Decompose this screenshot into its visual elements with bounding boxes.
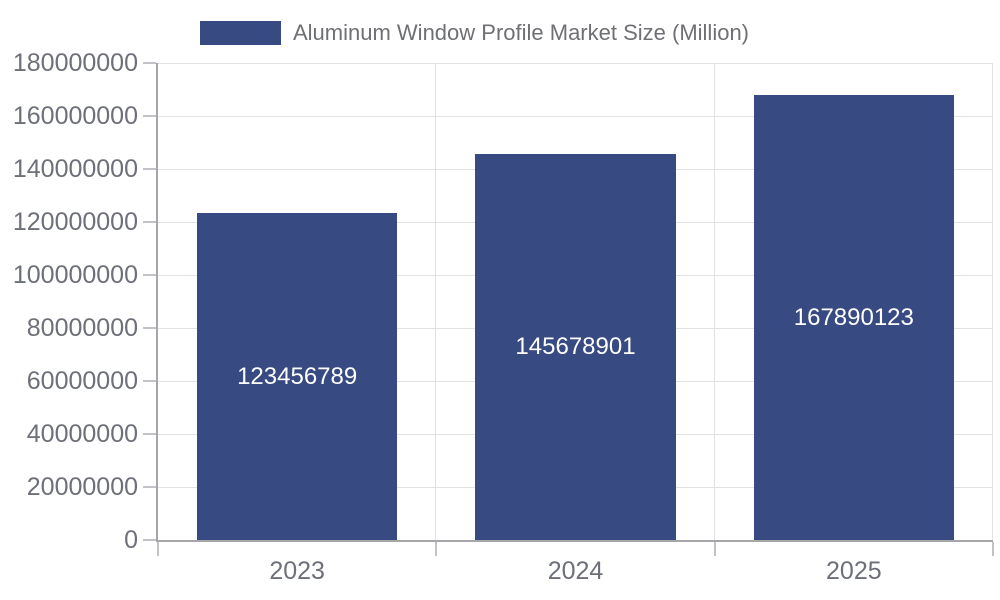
gridline-horizontal — [158, 63, 993, 64]
y-axis-tick — [143, 327, 156, 329]
bar-2023: 123456789 — [196, 213, 398, 540]
bar-value-label: 167890123 — [793, 303, 914, 331]
legend-item[interactable]: Aluminum Window Profile Market Size (Mil… — [200, 20, 749, 46]
y-axis-line — [156, 63, 158, 542]
bar-2025: 167890123 — [753, 95, 955, 540]
legend-label: Aluminum Window Profile Market Size (Mil… — [293, 20, 750, 45]
x-axis-tick — [713, 542, 716, 556]
x-axis-tick — [992, 542, 994, 556]
y-tick-label: 0 — [124, 526, 138, 554]
x-tick-label: 2023 — [269, 557, 325, 585]
y-tick-label: 100000000 — [12, 261, 138, 289]
y-tick-label: 40000000 — [26, 420, 138, 448]
gridline-vertical — [713, 63, 715, 540]
bar-value-label: 123456789 — [237, 362, 358, 390]
y-axis-tick — [143, 168, 156, 170]
legend-swatch — [200, 21, 281, 45]
y-tick-label: 20000000 — [26, 473, 138, 501]
gridline-vertical — [992, 63, 993, 540]
y-axis-tick — [143, 115, 156, 117]
y-tick-label: 160000000 — [12, 102, 138, 130]
y-tick-label: 120000000 — [12, 208, 138, 236]
y-tick-label: 140000000 — [12, 155, 138, 183]
y-tick-label: 80000000 — [26, 314, 138, 342]
y-tick-label: 180000000 — [12, 49, 138, 77]
y-axis-tick — [143, 62, 156, 64]
x-axis-tick — [157, 542, 159, 556]
bar-2024: 145678901 — [475, 154, 676, 540]
y-axis-tick — [143, 486, 156, 488]
gridline-horizontal — [158, 116, 993, 117]
y-tick-label: 60000000 — [26, 367, 138, 395]
gridline-vertical — [435, 63, 437, 540]
x-tick-label: 2025 — [826, 557, 882, 585]
x-axis-tick — [435, 542, 438, 556]
y-axis-tick — [143, 433, 156, 435]
bar-value-label: 145678901 — [515, 333, 636, 360]
y-axis-tick — [143, 274, 156, 276]
x-tick-label: 2024 — [547, 557, 604, 585]
x-axis-line — [156, 540, 993, 542]
plot-area: 123456789 145678901 167890123 — [158, 63, 993, 540]
y-axis-tick — [143, 221, 156, 223]
y-axis-tick — [143, 539, 156, 541]
y-axis-tick — [143, 380, 156, 382]
